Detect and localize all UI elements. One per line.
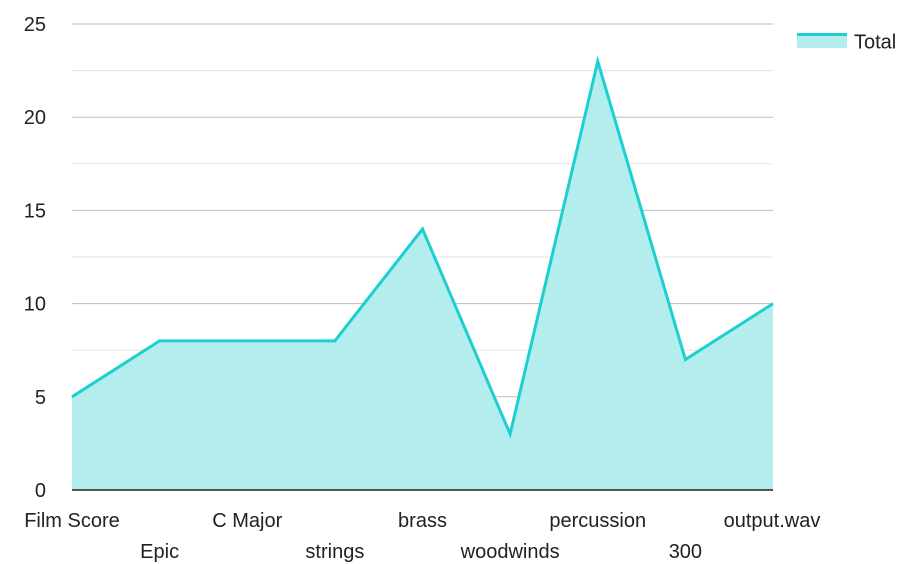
x-tick-label: brass xyxy=(398,510,447,532)
x-tick-label: C Major xyxy=(212,510,282,532)
y-tick-label: 5 xyxy=(35,387,46,409)
x-tick-label: output.wav xyxy=(724,510,821,532)
x-tick-label: Film Score xyxy=(24,510,120,532)
legend-label-total: Total xyxy=(854,31,896,53)
x-tick-label: 300 xyxy=(669,541,702,563)
legend-swatch-total xyxy=(797,34,847,48)
x-tick-label: woodwinds xyxy=(460,541,560,563)
y-axis-tick-labels: 0 5 10 15 20 25 xyxy=(24,14,46,502)
series-total-line xyxy=(71,55,774,439)
legend-swatch-line-total xyxy=(797,33,847,36)
x-tick-label: percussion xyxy=(549,510,646,532)
x-tick-label: strings xyxy=(305,541,364,563)
legend: Total xyxy=(797,31,896,53)
x-axis-tick-labels: Film Score Epic C Major strings brass woodwin… xyxy=(24,510,820,563)
y-tick-label: 0 xyxy=(35,480,46,502)
y-tick-label: 25 xyxy=(24,14,46,36)
x-tick-label: Epic xyxy=(140,541,179,563)
y-tick-label: 20 xyxy=(24,107,46,129)
series-total-area xyxy=(72,61,773,490)
y-tick-label: 15 xyxy=(24,200,46,222)
y-tick-label: 10 xyxy=(24,294,46,316)
